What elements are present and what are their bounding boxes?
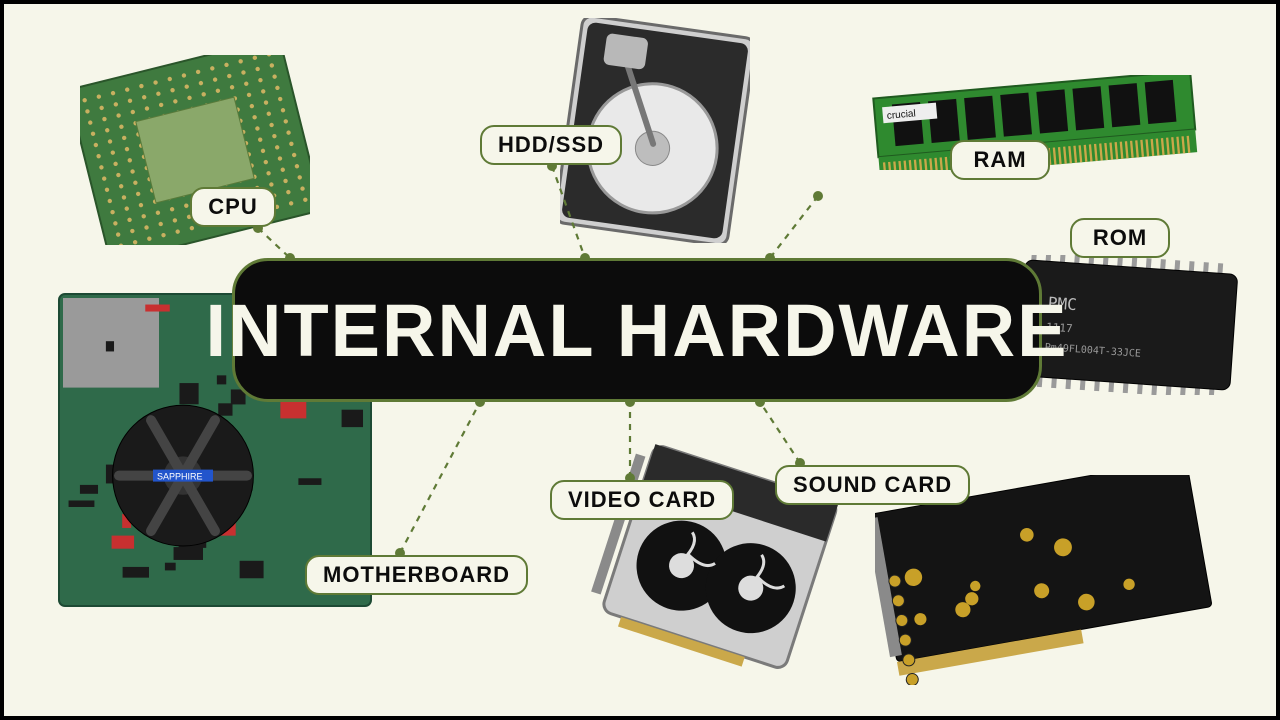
videocard-label: VIDEO CARD	[550, 480, 734, 520]
ram-label: RAM	[950, 140, 1050, 180]
rom-label: ROM	[1070, 218, 1170, 258]
hdd-label: HDD/SSD	[480, 125, 622, 165]
soundcard-image	[875, 475, 1215, 685]
title-pill: INTERNAL HARDWARE	[232, 258, 1042, 402]
infographic-stage: crucial PMC 1117 Pm49FL004T-33JCE	[0, 0, 1280, 720]
title-text: INTERNAL HARDWARE	[205, 288, 1068, 373]
soundcard-label: SOUND CARD	[775, 465, 970, 505]
svg-text:SAPPHIRE: SAPPHIRE	[157, 472, 203, 482]
cpu-label: CPU	[190, 187, 276, 227]
motherboard-label: MOTHERBOARD	[305, 555, 528, 595]
